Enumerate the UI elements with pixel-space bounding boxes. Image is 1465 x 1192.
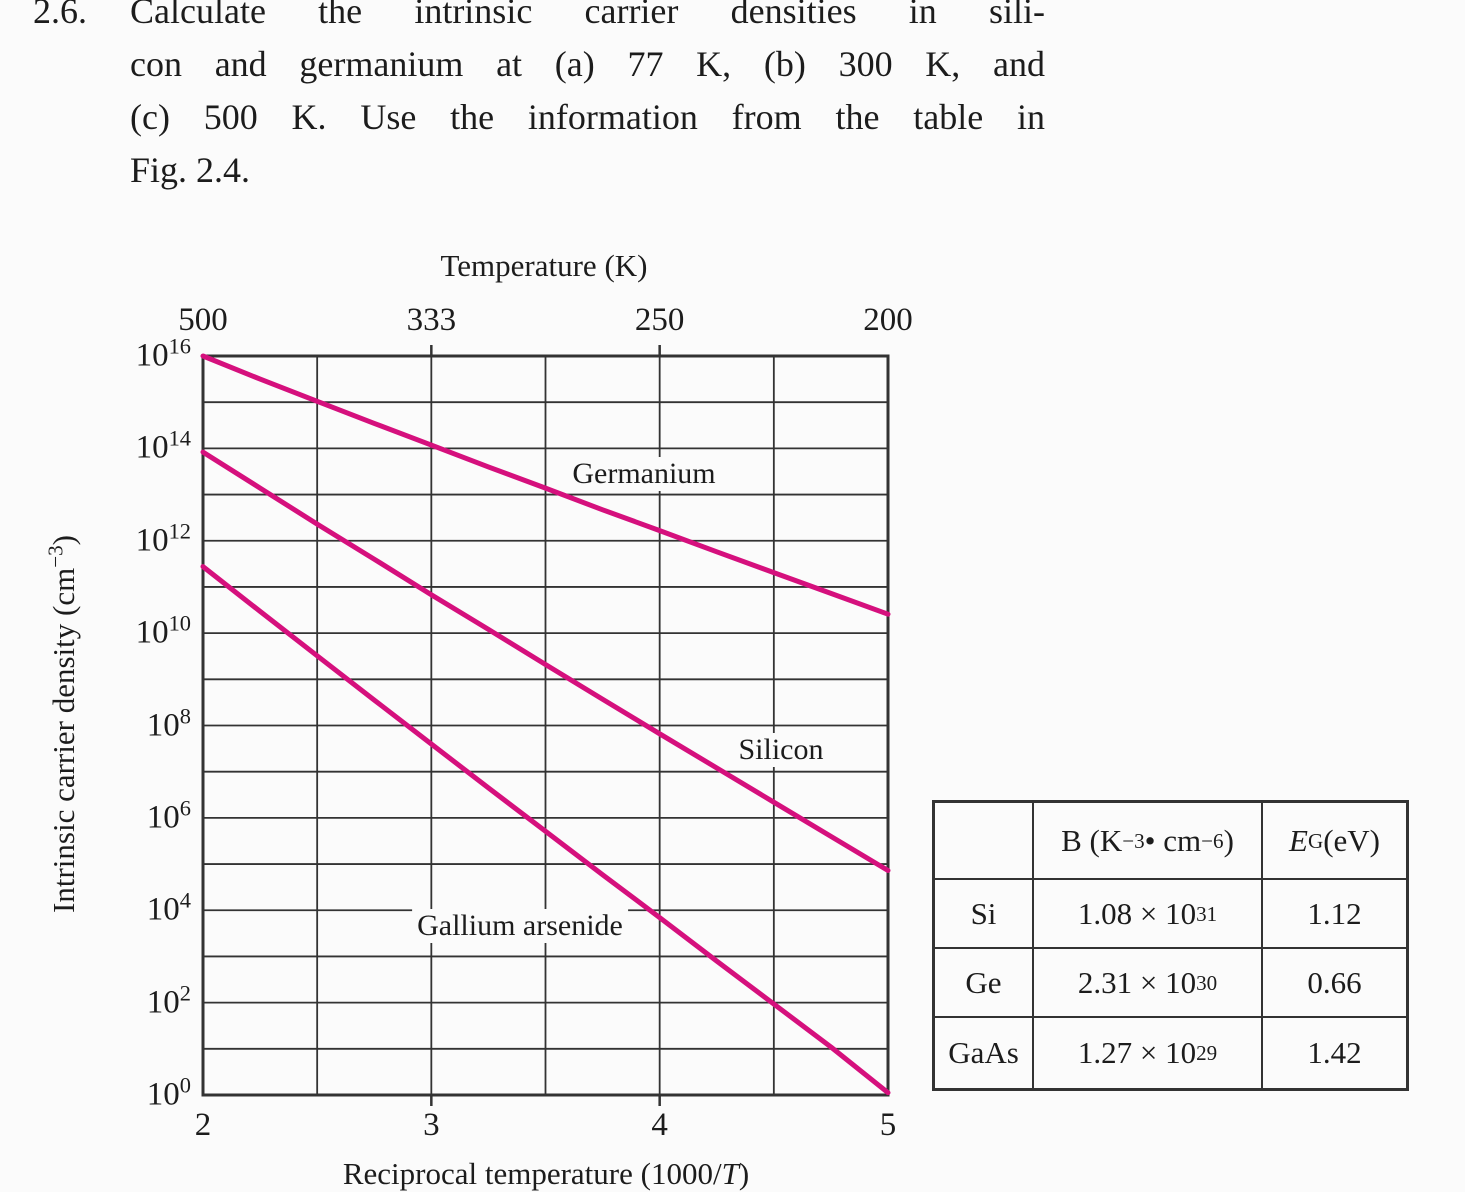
y-axis-tick-label: 100 <box>146 1074 191 1114</box>
y-axis-title-close: ) <box>46 535 81 546</box>
table-cell-B-value: 1.08 × 10 31 <box>1034 880 1263 949</box>
y-tick-base: 10 <box>135 429 169 466</box>
plot-border <box>201 354 890 1097</box>
table-cell-B-value: 2.31 × 10 30 <box>1034 949 1263 1018</box>
y-tick-exponent: 8 <box>179 703 191 728</box>
series-label-germanium: Germanium <box>567 457 721 491</box>
table-cell-material: GaAs <box>935 1018 1034 1088</box>
y-tick-base: 10 <box>135 614 169 651</box>
x-axis-title: Reciprocal temperature (1000/T) <box>296 1156 796 1192</box>
x-axis-tick-label: 3 <box>423 1107 440 1143</box>
b-value-mantissa: 1.27 × 10 <box>1077 1035 1197 1070</box>
problem-statement: 2.6. Calculate the intrinsic carrier den… <box>33 0 1045 197</box>
series-label-silicon: Silicon <box>733 733 829 767</box>
table-header-B-close: ) <box>1223 822 1234 858</box>
table-header-B-mid: • cm <box>1144 822 1202 858</box>
problem-number: 2.6. <box>33 0 87 31</box>
y-tick-base: 10 <box>135 337 169 374</box>
y-axis-title-exponent: −3 <box>43 545 68 568</box>
curve-gallium-arsenide <box>200 564 891 1096</box>
top-axis-tick-label: 500 <box>178 302 228 338</box>
y-axis-tick-label: 1016 <box>135 335 191 375</box>
problem-line: Calculate the intrinsic carrier densitie… <box>130 0 1045 31</box>
problem-line: con and germanium at (a) 77 K, (b) 300 K… <box>130 44 1045 84</box>
table-header-B: B (K −3 • cm −6) <box>1034 803 1263 880</box>
top-axis-tick-label: 250 <box>634 302 685 338</box>
problem-line: (c) 500 K. Use the information from the … <box>130 97 1045 137</box>
y-axis-tick-label: 106 <box>146 797 191 836</box>
table-cell-Eg-value: 1.42 <box>1307 1035 1362 1070</box>
y-tick-exponent: 6 <box>179 795 191 821</box>
y-tick-exponent: 12 <box>168 518 191 544</box>
y-axis-tick-label: 1014 <box>135 427 191 467</box>
table-header-B-text: B (K <box>1061 822 1123 858</box>
table-header-Eg-E: E <box>1289 822 1308 858</box>
y-axis-tick-label: 1010 <box>135 612 191 652</box>
y-tick-base: 10 <box>146 984 180 1021</box>
x-axis-tick-label: 5 <box>879 1107 897 1143</box>
y-tick-exponent: 2 <box>179 980 191 1006</box>
y-axis-tick-label: 1012 <box>135 520 191 559</box>
b-value-mantissa: 1.08 × 10 <box>1077 895 1197 931</box>
table-cell-material: Ge <box>935 949 1034 1018</box>
y-axis-tick-label: 108 <box>146 704 191 744</box>
table-header-Eg-unit: (eV) <box>1323 822 1380 858</box>
y-tick-base: 10 <box>146 891 180 928</box>
y-tick-base: 10 <box>146 707 180 743</box>
top-axis-tick-label: 333 <box>406 302 457 338</box>
x-axis-title-italic-T: T <box>721 1156 739 1191</box>
top-axis-tick-label: 200 <box>863 302 913 338</box>
x-axis-tick-label: 4 <box>651 1107 668 1143</box>
x-axis-tick-label: 2 <box>194 1107 212 1143</box>
y-axis-tick-label: 104 <box>146 889 191 929</box>
y-axis-tick-label: 102 <box>146 981 191 1021</box>
y-tick-exponent: 14 <box>168 425 191 451</box>
problem-line: Fig. 2.4. <box>130 150 251 190</box>
y-tick-exponent: 4 <box>179 887 191 913</box>
table-cell-Eg-value: 0.66 <box>1263 949 1406 1018</box>
problem-text: Calculate the intrinsic carrier densitie… <box>130 0 1045 197</box>
y-tick-exponent: 16 <box>168 333 191 359</box>
y-tick-exponent: 10 <box>168 610 191 636</box>
y-tick-base: 10 <box>146 1076 180 1113</box>
y-tick-base: 10 <box>135 522 169 559</box>
x-axis-title-text: Reciprocal temperature (1000/ <box>342 1156 722 1191</box>
table-cell-B-value: 1.27 × 10 29 <box>1034 1018 1263 1088</box>
y-tick-exponent: 0 <box>179 1072 191 1098</box>
b-value-mantissa: 2.31 × 10 <box>1077 964 1197 1000</box>
top-axis-title: Temperature (K) <box>440 248 648 283</box>
y-tick-base: 10 <box>146 799 180 836</box>
y-axis-title: Intrinsic carrier density (cm−3) <box>43 424 82 1024</box>
table-cell-Eg-value: 1.12 <box>1263 880 1406 949</box>
curve-germanium <box>200 353 891 617</box>
table-header-material <box>935 803 1034 880</box>
table-cell-material: Si <box>935 880 1034 949</box>
curve-silicon <box>200 449 891 873</box>
series-label-gallium-arsenide: Gallium arsenide <box>412 909 628 943</box>
y-axis-title-text: Intrinsic carrier density (cm <box>46 567 81 913</box>
x-axis-title-close: ) <box>738 1156 750 1191</box>
